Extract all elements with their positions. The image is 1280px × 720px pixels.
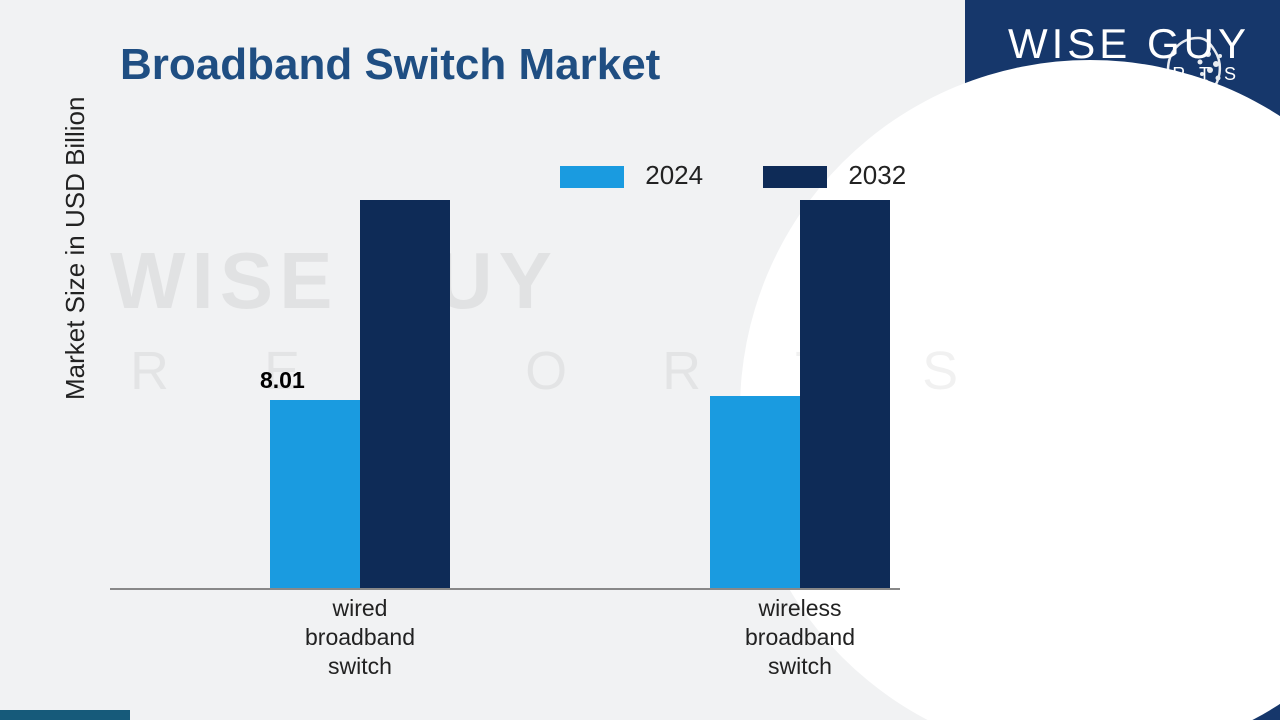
bar-group: wirelessbroadbandswitch xyxy=(710,200,890,588)
category-label: wiredbroadbandswitch xyxy=(260,588,460,680)
legend-swatch-2032 xyxy=(763,166,827,188)
legend-swatch-2024 xyxy=(560,166,624,188)
head-profile-icon xyxy=(1160,34,1232,118)
bar-2024 xyxy=(710,396,800,588)
bar-2032 xyxy=(800,200,890,588)
plot-area: 8.01wiredbroadbandswitch wirelessbroadban… xyxy=(110,200,900,590)
bar-2024 xyxy=(270,400,360,588)
chart-legend: 2024 2032 xyxy=(560,160,906,191)
y-axis-label: Market Size in USD Billion xyxy=(60,97,91,400)
bar-2032 xyxy=(360,200,450,588)
bottom-accent-bar xyxy=(0,710,130,720)
bar-group: 8.01wiredbroadbandswitch xyxy=(270,200,450,588)
legend-item-2024: 2024 xyxy=(560,160,703,191)
legend-item-2032: 2032 xyxy=(763,160,906,191)
chart-title: Broadband Switch Market xyxy=(120,40,660,90)
brand-logo: WISE GUY REPORTS xyxy=(1008,20,1250,85)
category-label: wirelessbroadbandswitch xyxy=(700,588,900,680)
legend-label-2032: 2032 xyxy=(848,160,906,190)
legend-label-2024: 2024 xyxy=(645,160,703,190)
bar-value-label: 8.01 xyxy=(260,367,305,394)
chart-page: WISE GUY REPORTS Broadband Switch Market… xyxy=(0,0,1280,720)
